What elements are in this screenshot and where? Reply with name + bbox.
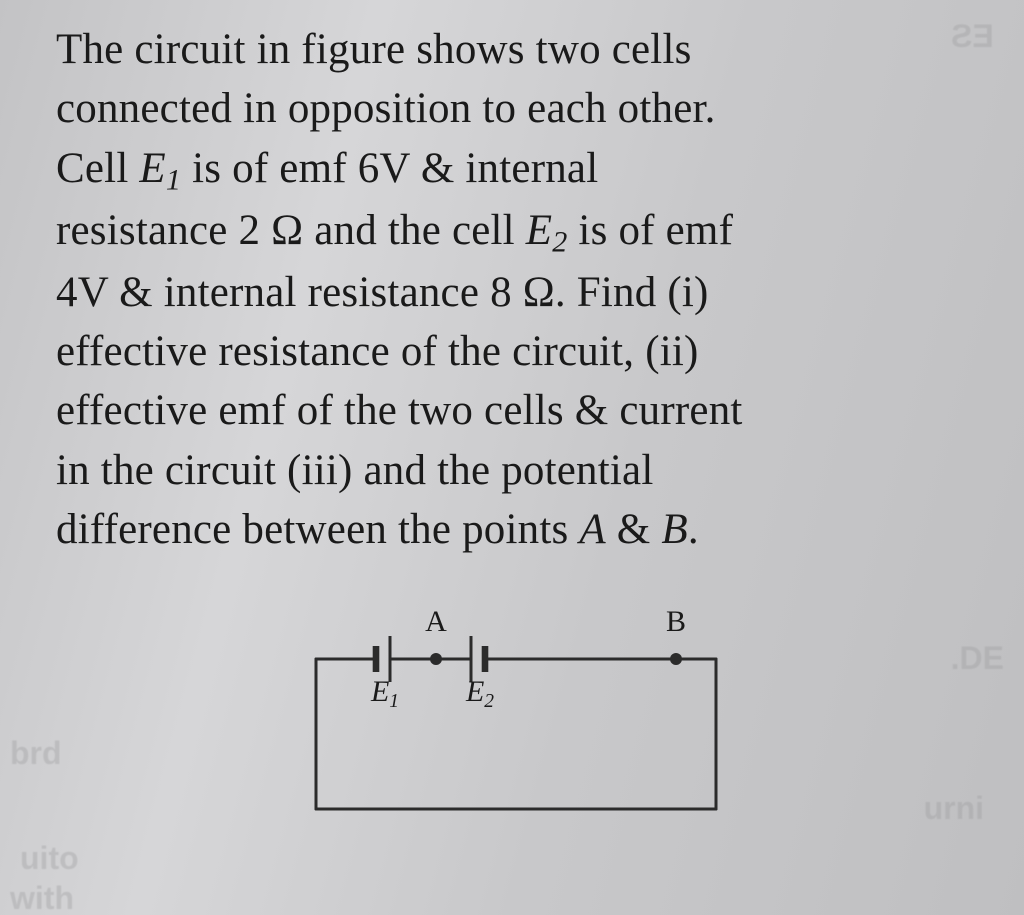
text-line-9amp: & <box>606 506 662 553</box>
svg-text:E1: E1 <box>370 675 399 712</box>
svg-text:A: A <box>425 605 447 638</box>
text-line-4b: is of emf <box>567 207 733 254</box>
text-line-8: in the circuit (iii) and the potential <box>56 447 653 494</box>
circuit-diagram: A B E1 E2 <box>256 579 776 839</box>
text-line-2: connected in opposition to each other. <box>56 85 716 132</box>
problem-text: The circuit in figure shows two cells co… <box>56 20 976 559</box>
symbol-A: A <box>579 506 605 553</box>
text-line-9dot: . <box>688 506 699 553</box>
text-line-3b: is of emf 6V & internal <box>181 145 598 192</box>
text-line-9a: difference between the points <box>56 506 579 553</box>
circuit-diagram-container: A B E1 E2 <box>56 579 976 839</box>
text-line-7: effective emf of the two cells & current <box>56 387 743 434</box>
svg-text:E2: E2 <box>465 675 494 712</box>
symbol-E1: E1 <box>139 145 181 192</box>
text-line-1: The circuit in figure shows two cells <box>56 26 692 73</box>
svg-text:B: B <box>666 605 686 638</box>
text-line-3a: Cell <box>56 145 139 192</box>
symbol-E2: E2 <box>526 207 568 254</box>
text-line-6: effective resistance of the circuit, (ii… <box>56 328 699 375</box>
text-line-5: 4V & internal resistance 8 Ω. Find (i) <box>56 269 709 316</box>
text-line-4a: resistance 2 Ω and the cell <box>56 207 526 254</box>
symbol-B: B <box>661 506 687 553</box>
